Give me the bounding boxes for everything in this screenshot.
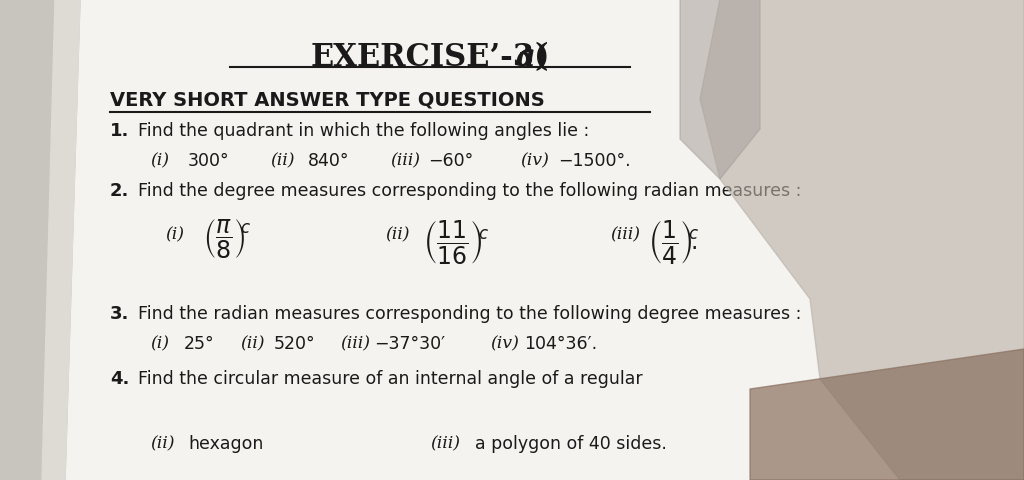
Text: (iii): (iii) <box>610 226 640 242</box>
Text: 2.: 2. <box>110 181 129 200</box>
Text: (i): (i) <box>165 226 184 242</box>
Text: 1.: 1. <box>110 122 129 140</box>
Text: (iv): (iv) <box>490 334 519 351</box>
Text: $\left(\dfrac{\pi}{8}\right)^{\!\!c}$: $\left(\dfrac{\pi}{8}\right)^{\!\!c}$ <box>203 217 251 261</box>
Text: (iv): (iv) <box>520 152 549 168</box>
Text: 840°: 840° <box>308 152 349 169</box>
Text: 4.: 4. <box>110 369 129 387</box>
Text: EXERCISE’-3(: EXERCISE’-3( <box>310 42 549 73</box>
Text: (iii): (iii) <box>430 434 460 451</box>
Polygon shape <box>700 0 1024 480</box>
Text: VERY SHORT ANSWER TYPE QUESTIONS: VERY SHORT ANSWER TYPE QUESTIONS <box>110 90 545 109</box>
Text: (ii): (ii) <box>240 334 264 351</box>
Polygon shape <box>60 0 1024 480</box>
Text: 300°: 300° <box>188 152 229 169</box>
Text: Find the circular measure of an internal angle of a regular: Find the circular measure of an internal… <box>138 369 643 387</box>
Text: (ii): (ii) <box>150 434 174 451</box>
Polygon shape <box>42 0 80 480</box>
Text: −37°30′: −37°30′ <box>374 334 445 352</box>
Text: 104°36′.: 104°36′. <box>524 334 597 352</box>
Text: −60°: −60° <box>428 152 473 169</box>
Polygon shape <box>0 0 80 480</box>
Text: Find the degree measures corresponding to the following radian measures :: Find the degree measures corresponding t… <box>138 181 802 200</box>
Text: (iii): (iii) <box>390 152 420 168</box>
Text: 25°: 25° <box>184 334 215 352</box>
Text: (i): (i) <box>150 334 169 351</box>
Text: $\left(\dfrac{11}{16}\right)^{\!\!c}$: $\left(\dfrac{11}{16}\right)^{\!\!c}$ <box>423 217 489 265</box>
Text: a: a <box>515 42 535 73</box>
Text: −1500°.: −1500°. <box>558 152 631 169</box>
Text: (ii): (ii) <box>385 226 410 242</box>
Text: Find the radian measures corresponding to the following degree measures :: Find the radian measures corresponding t… <box>138 304 802 323</box>
Text: 520°: 520° <box>274 334 315 352</box>
Text: 3.: 3. <box>110 304 129 323</box>
Polygon shape <box>750 349 1024 480</box>
Text: ): ) <box>535 42 549 73</box>
Text: a polygon of 40 sides.: a polygon of 40 sides. <box>475 434 667 452</box>
Text: (iii): (iii) <box>340 334 370 351</box>
Text: hexagon: hexagon <box>188 434 263 452</box>
Text: (ii): (ii) <box>270 152 295 168</box>
Text: Find the quadrant in which the following angles lie :: Find the quadrant in which the following… <box>138 122 589 140</box>
Text: (i): (i) <box>150 152 169 168</box>
Polygon shape <box>680 0 760 180</box>
Text: $\left(\dfrac{1}{4}\right)^{\!\!c}\!\!.$: $\left(\dfrac{1}{4}\right)^{\!\!c}\!\!.$ <box>648 217 699 265</box>
